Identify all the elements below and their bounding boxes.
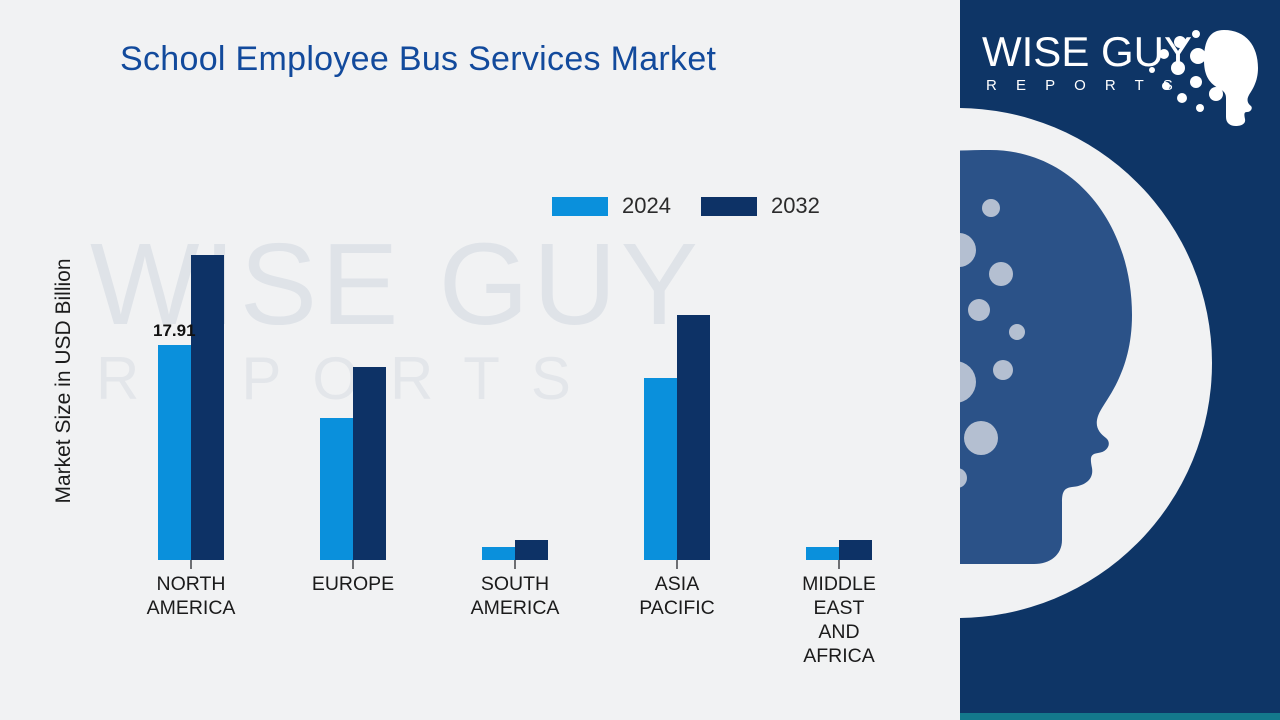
bar-group: ASIA PACIFIC [596,200,758,619]
bar-value-label: 17.91 [153,321,196,341]
legend-item-2024[interactable]: 2024 [552,193,671,219]
bar-group: 17.91 NORTH AMERICA [110,200,272,619]
bar-2032[interactable] [677,315,710,560]
bar-pair [320,366,386,569]
legend-label-2032: 2032 [770,193,820,218]
logo-head-dots-icon [1149,30,1258,126]
head-dot-cluster-graphic [960,199,1025,488]
bar-2024[interactable] [644,377,677,560]
y-axis-label: Market Size in USD Billion [52,0,76,503]
bar-pair: 17.91 [153,255,224,569]
axis-tick [514,560,516,569]
category-label: SOUTH AMERICA [470,573,560,619]
head-silhouette-graphic [960,150,1132,564]
chart-canvas: WISE GUY REPORTS School Employee Bus Ser… [52,0,920,667]
bottom-accent-strip [960,713,1280,720]
bar-2032[interactable] [353,366,386,560]
category-label: NORTH AMERICA [146,573,236,619]
axis-tick [838,560,840,569]
legend-item-2032[interactable]: 2032 [700,193,820,219]
bar-pair [806,540,872,569]
wiseguy-logo: WISE GUY R E P O R T S [982,28,1258,126]
page-title: School Employee Bus Services Market [120,40,717,78]
bar-pair [482,540,548,569]
bar-2024[interactable] [158,345,191,560]
bar-2032[interactable] [839,540,872,560]
logo-wordmark: WISE GUY [982,28,1193,75]
category-label: EUROPE [311,573,395,595]
bar-2024[interactable] [806,546,839,560]
axis-tick [190,560,192,569]
chart-legend: 2024 2032 [552,193,820,219]
bar-group: MIDDLE EAST AND AFRICA [758,200,920,667]
logo-subtext: R E P O R T S [986,77,1181,94]
bar-group: SOUTH AMERICA [434,200,596,619]
bar-groups: 17.91 NORTH AMERICA EUROPE SOUTH AMERICA ASI… [110,200,920,667]
bar-2024[interactable] [320,418,353,560]
axis-tick [676,560,678,569]
bar-2024[interactable] [482,546,515,560]
plot-area: 17.91 NORTH AMERICA EUROPE SOUTH AMERICA ASI… [110,200,920,667]
bar-2032[interactable] [191,255,224,560]
legend-swatch-2024 [552,196,608,216]
legend-swatch-2032 [700,196,757,216]
legend-label-2024: 2024 [622,193,671,218]
bar-pair [644,315,710,569]
category-label: MIDDLE EAST AND AFRICA [802,573,876,667]
axis-tick [352,560,354,569]
bar-group: EUROPE [272,200,434,595]
bar-2032[interactable] [515,540,548,560]
brand-panel: WISE GUY R E P O R T S [960,0,1280,720]
category-label: ASIA PACIFIC [639,573,715,619]
y-axis-label-text: Market Size in USD Billion [52,258,75,504]
